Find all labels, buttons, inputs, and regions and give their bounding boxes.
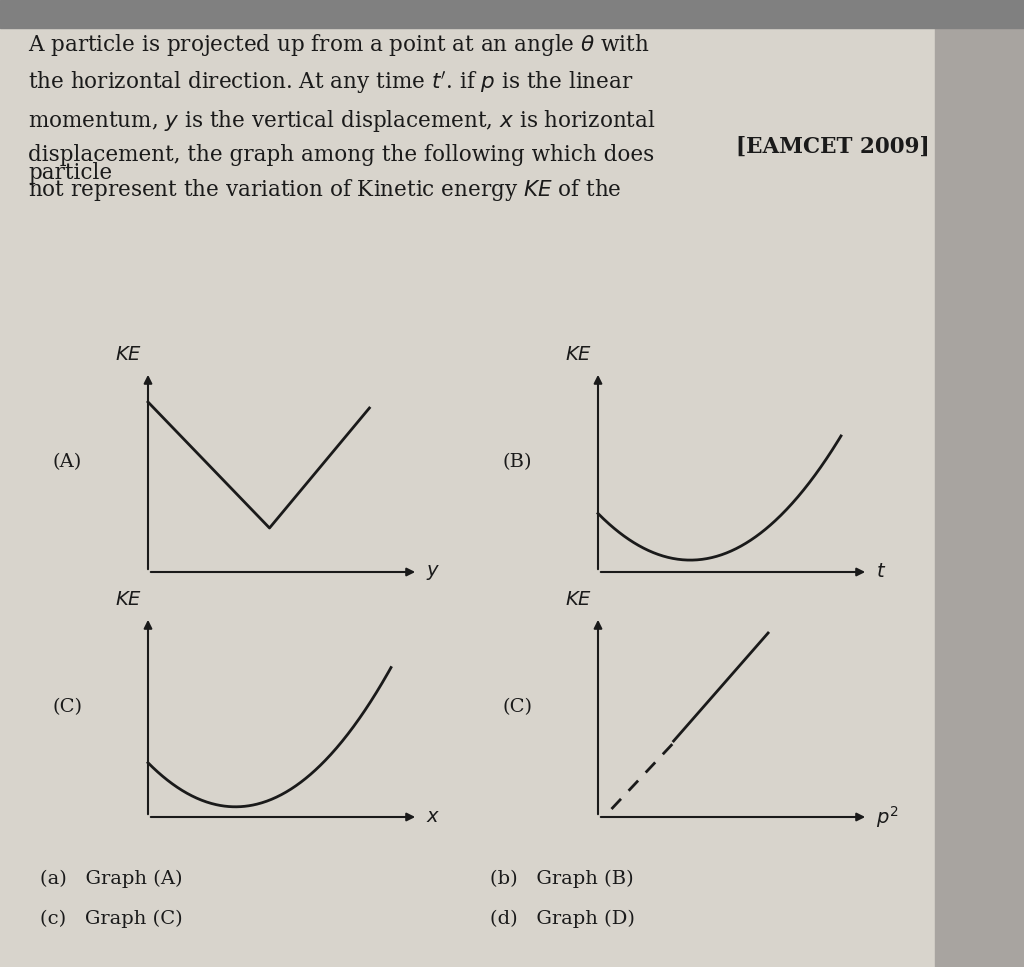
Bar <box>0 0 1024 28</box>
Text: $KE$: $KE$ <box>565 346 592 364</box>
Text: A particle is projected up from a point at an angle $\theta$ with
the horizontal: A particle is projected up from a point … <box>28 32 655 203</box>
Text: $t$: $t$ <box>876 563 886 581</box>
Text: (C): (C) <box>503 698 534 716</box>
Text: $x$: $x$ <box>426 808 440 826</box>
Text: (a)   Graph (A): (a) Graph (A) <box>40 870 182 888</box>
Text: (c)   Graph (C): (c) Graph (C) <box>40 910 182 928</box>
Text: $p^2$: $p^2$ <box>876 804 899 830</box>
Text: (A): (A) <box>53 453 82 471</box>
Text: particle: particle <box>28 162 112 184</box>
Text: $KE$: $KE$ <box>115 591 142 609</box>
Text: $KE$: $KE$ <box>565 591 592 609</box>
Text: (d)   Graph (D): (d) Graph (D) <box>490 910 635 928</box>
Text: (B): (B) <box>503 453 532 471</box>
Text: (b)   Graph (B): (b) Graph (B) <box>490 870 634 888</box>
Text: [EAMCET 2009]: [EAMCET 2009] <box>736 136 930 158</box>
Text: $KE$: $KE$ <box>115 346 142 364</box>
Text: $y$: $y$ <box>426 563 440 581</box>
Text: (C): (C) <box>53 698 83 716</box>
Bar <box>935 0 1024 967</box>
